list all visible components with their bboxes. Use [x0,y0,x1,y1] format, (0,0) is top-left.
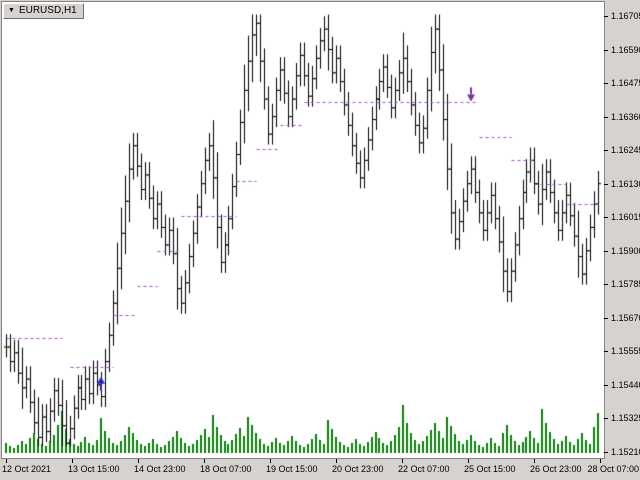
chevron-down-icon: ▼ [8,7,15,14]
price-axis-tick [604,50,608,51]
time-axis-tick [204,459,205,463]
price-axis-label: 1.15900 [611,246,640,256]
price-chart-canvas[interactable] [2,2,604,458]
price-axis-tick [604,418,608,419]
price-axis-tick [604,217,608,218]
price-axis[interactable]: 1.16705 1.16590 1.16475 1.16360 1.16245 1.161… [604,0,640,458]
price-axis-label: 1.15670 [611,313,640,323]
time-axis-tick [402,459,403,463]
time-axis-label: 28 Oct 07:00 [587,464,639,474]
time-axis-tick [534,459,535,463]
price-axis-label: 1.15210 [611,447,640,457]
price-axis-label: 1.15325 [611,413,640,423]
time-axis-label: 26 Oct 23:00 [530,464,582,474]
price-axis-label: 1.16360 [611,112,640,122]
price-axis-label: 1.16705 [611,11,640,21]
price-axis-tick [604,83,608,84]
time-axis-label: 19 Oct 15:00 [266,464,318,474]
time-axis-label: 20 Oct 23:00 [332,464,384,474]
price-axis-label: 1.15440 [611,380,640,390]
symbol-timeframe-box[interactable]: ▼ EURUSD,H1 [3,3,84,19]
time-axis-tick [336,459,337,463]
time-axis-tick [270,459,271,463]
time-axis-tick [72,459,73,463]
price-axis-tick [604,385,608,386]
price-axis-label: 1.16245 [611,145,640,155]
time-axis-tick [6,459,7,463]
time-axis[interactable]: 12 Oct 2021 13 Oct 15:00 14 Oct 23:00 18 Oc… [0,459,640,479]
price-axis-label: 1.15785 [611,279,640,289]
price-axis-tick [604,318,608,319]
price-axis-tick [604,284,608,285]
price-axis-tick [604,16,608,17]
chart-plot-area[interactable] [1,1,605,459]
time-axis-label: 12 Oct 2021 [2,464,52,474]
price-axis-label: 1.16130 [611,179,640,189]
price-axis-tick [604,150,608,151]
time-axis-tick [138,459,139,463]
time-axis-label: 25 Oct 15:00 [464,464,516,474]
price-axis-label: 1.16015 [611,212,640,222]
time-axis-label: 14 Oct 23:00 [134,464,186,474]
price-axis-tick [604,351,608,352]
price-axis-tick [604,184,608,185]
time-axis-label: 13 Oct 15:00 [68,464,120,474]
time-axis-tick [600,459,601,463]
price-axis-label: 1.16475 [611,78,640,88]
price-axis-tick [604,117,608,118]
symbol-timeframe-label: EURUSD,H1 [18,5,77,16]
time-axis-label: 18 Oct 07:00 [200,464,252,474]
price-axis-label: 1.15555 [611,346,640,356]
price-axis-tick [604,452,608,453]
time-axis-label: 22 Oct 07:00 [398,464,450,474]
price-axis-tick [604,251,608,252]
time-axis-tick [468,459,469,463]
price-axis-label: 1.16590 [611,45,640,55]
